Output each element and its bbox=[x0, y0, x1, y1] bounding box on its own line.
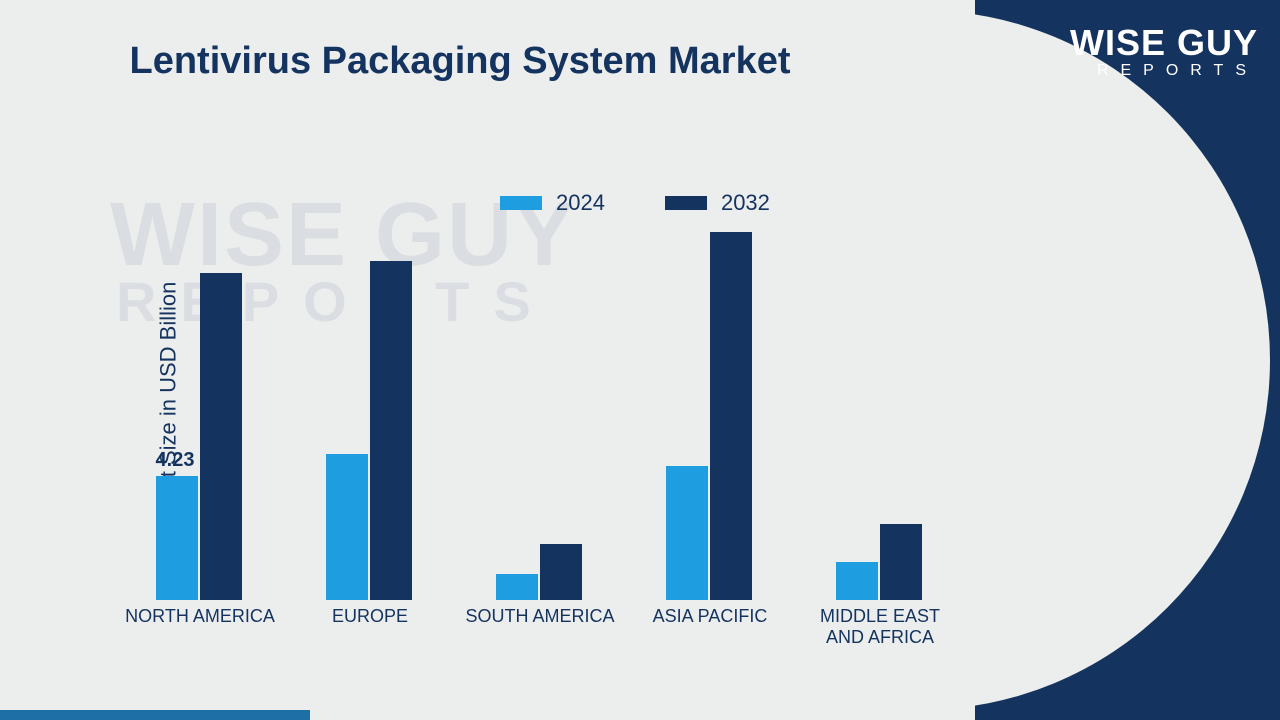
bar-2032 bbox=[370, 261, 412, 600]
category-label: NORTH AMERICA bbox=[120, 600, 280, 627]
bar-2024 bbox=[496, 574, 538, 600]
bar-2024 bbox=[156, 476, 198, 600]
bar-group: MIDDLE EAST AND AFRICA bbox=[810, 220, 950, 600]
bar-2024 bbox=[326, 454, 368, 600]
brand-logo: WISE GUY REPORTS bbox=[1070, 22, 1258, 80]
bar-2024 bbox=[836, 562, 878, 600]
logo-line1: WISE GUY bbox=[1070, 22, 1258, 64]
bar-2032 bbox=[540, 544, 582, 600]
bar-group: 4.23NORTH AMERICA bbox=[130, 220, 270, 600]
bar-chart: 4.23NORTH AMERICAEUROPESOUTH AMERICAASIA… bbox=[100, 220, 950, 600]
bar-2032 bbox=[200, 273, 242, 600]
legend-label-2024: 2024 bbox=[556, 190, 605, 216]
bar-2024 bbox=[666, 466, 708, 600]
bar-value-label: 4.23 bbox=[130, 449, 220, 472]
footer-accent-bar bbox=[0, 710, 310, 720]
bar-group: EUROPE bbox=[300, 220, 440, 600]
legend-label-2032: 2032 bbox=[721, 190, 770, 216]
chart-title: Lentivirus Packaging System Market bbox=[0, 40, 920, 83]
category-label: SOUTH AMERICA bbox=[460, 600, 620, 627]
bar-2032 bbox=[710, 232, 752, 600]
bar-group: ASIA PACIFIC bbox=[640, 220, 780, 600]
legend: 2024 2032 bbox=[500, 190, 770, 216]
category-label: EUROPE bbox=[290, 600, 450, 627]
legend-item-2024: 2024 bbox=[500, 190, 605, 216]
legend-swatch-2032 bbox=[665, 196, 707, 210]
logo-line2: REPORTS bbox=[1070, 62, 1258, 80]
legend-item-2032: 2032 bbox=[665, 190, 770, 216]
canvas: WISE GUY REPORTS Lentivirus Packaging Sy… bbox=[0, 0, 1280, 720]
legend-swatch-2024 bbox=[500, 196, 542, 210]
bar-group: SOUTH AMERICA bbox=[470, 220, 610, 600]
bar-2032 bbox=[880, 524, 922, 600]
category-label: MIDDLE EAST AND AFRICA bbox=[800, 600, 960, 647]
category-label: ASIA PACIFIC bbox=[630, 600, 790, 627]
